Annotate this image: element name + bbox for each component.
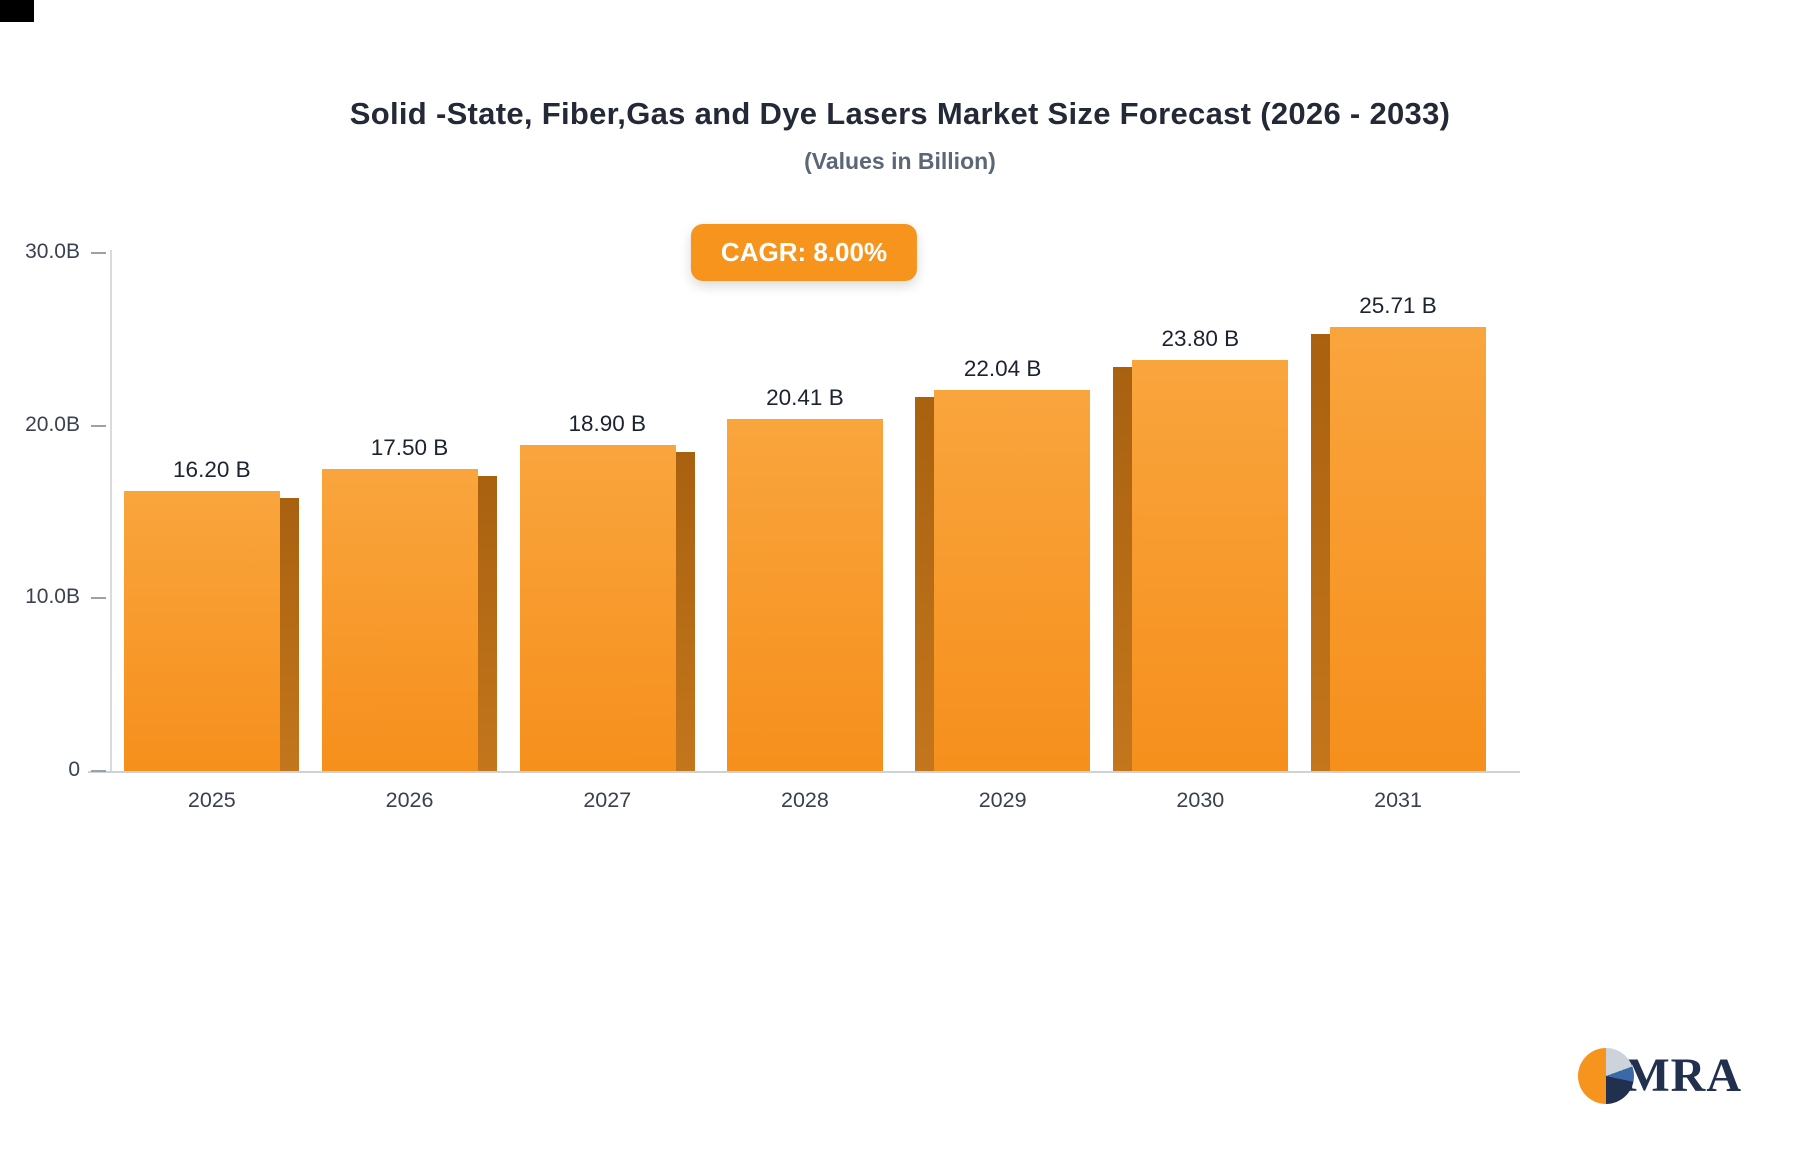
- mra-logo-icon: [1578, 1048, 1635, 1104]
- x-axis-label: 2029: [978, 788, 1027, 812]
- x-axis-label: 2027: [583, 788, 632, 812]
- bar-3d-side: [915, 397, 935, 771]
- cagr-badge: CAGR: 8.00%: [690, 224, 918, 281]
- y-tick-label: 30.0B: [25, 240, 80, 263]
- y-tick-label: 0: [68, 758, 80, 781]
- chart-subtitle: (Values in Billion): [804, 148, 996, 174]
- y-tick-mark: [91, 252, 106, 254]
- bar: [519, 444, 676, 771]
- bar-value-label: 23.80 B: [1161, 326, 1240, 352]
- bar-value-label: 20.41 B: [766, 384, 844, 410]
- bar: [1131, 360, 1288, 771]
- bar-value-label: 17.50 B: [370, 434, 449, 460]
- bar: [322, 468, 479, 771]
- bar: [1329, 327, 1486, 771]
- bar: [726, 418, 883, 771]
- bar-3d-side: [675, 451, 695, 771]
- bar-value-label: 25.71 B: [1359, 293, 1437, 319]
- bar-value-label: 18.90 B: [568, 410, 647, 436]
- screen-corner-artifact: [0, 0, 34, 22]
- bar: [934, 390, 1091, 771]
- x-axis-label: 2025: [187, 788, 236, 812]
- bar: [124, 491, 281, 771]
- bar-3d-side: [478, 475, 498, 771]
- y-tick-label: 20.0B: [25, 412, 80, 436]
- y-tick-mark: [91, 597, 106, 600]
- x-axis-label: 2028: [781, 788, 829, 812]
- y-tick-label: 10.0B: [25, 585, 80, 609]
- bar-value-label: 22.04 B: [963, 356, 1042, 382]
- bar-3d-side: [1112, 367, 1132, 771]
- y-tick-mark: [91, 770, 106, 772]
- y-axis-line: [110, 250, 112, 772]
- x-axis-label: 2026: [385, 788, 434, 812]
- bar-3d-side: [1310, 334, 1330, 771]
- x-axis-label: 2030: [1176, 788, 1225, 812]
- x-axis-label: 2031: [1374, 788, 1422, 812]
- bar-value-label: 16.20 B: [173, 457, 251, 483]
- x-axis-line: [88, 771, 1520, 773]
- chart-title: Solid -State, Fiber,Gas and Dye Lasers M…: [349, 96, 1451, 131]
- y-tick-mark: [91, 424, 106, 427]
- mra-logo-text: MRA: [1624, 1049, 1742, 1102]
- mra-logo: MRA: [1578, 1048, 1742, 1104]
- bar-3d-side: [280, 498, 300, 771]
